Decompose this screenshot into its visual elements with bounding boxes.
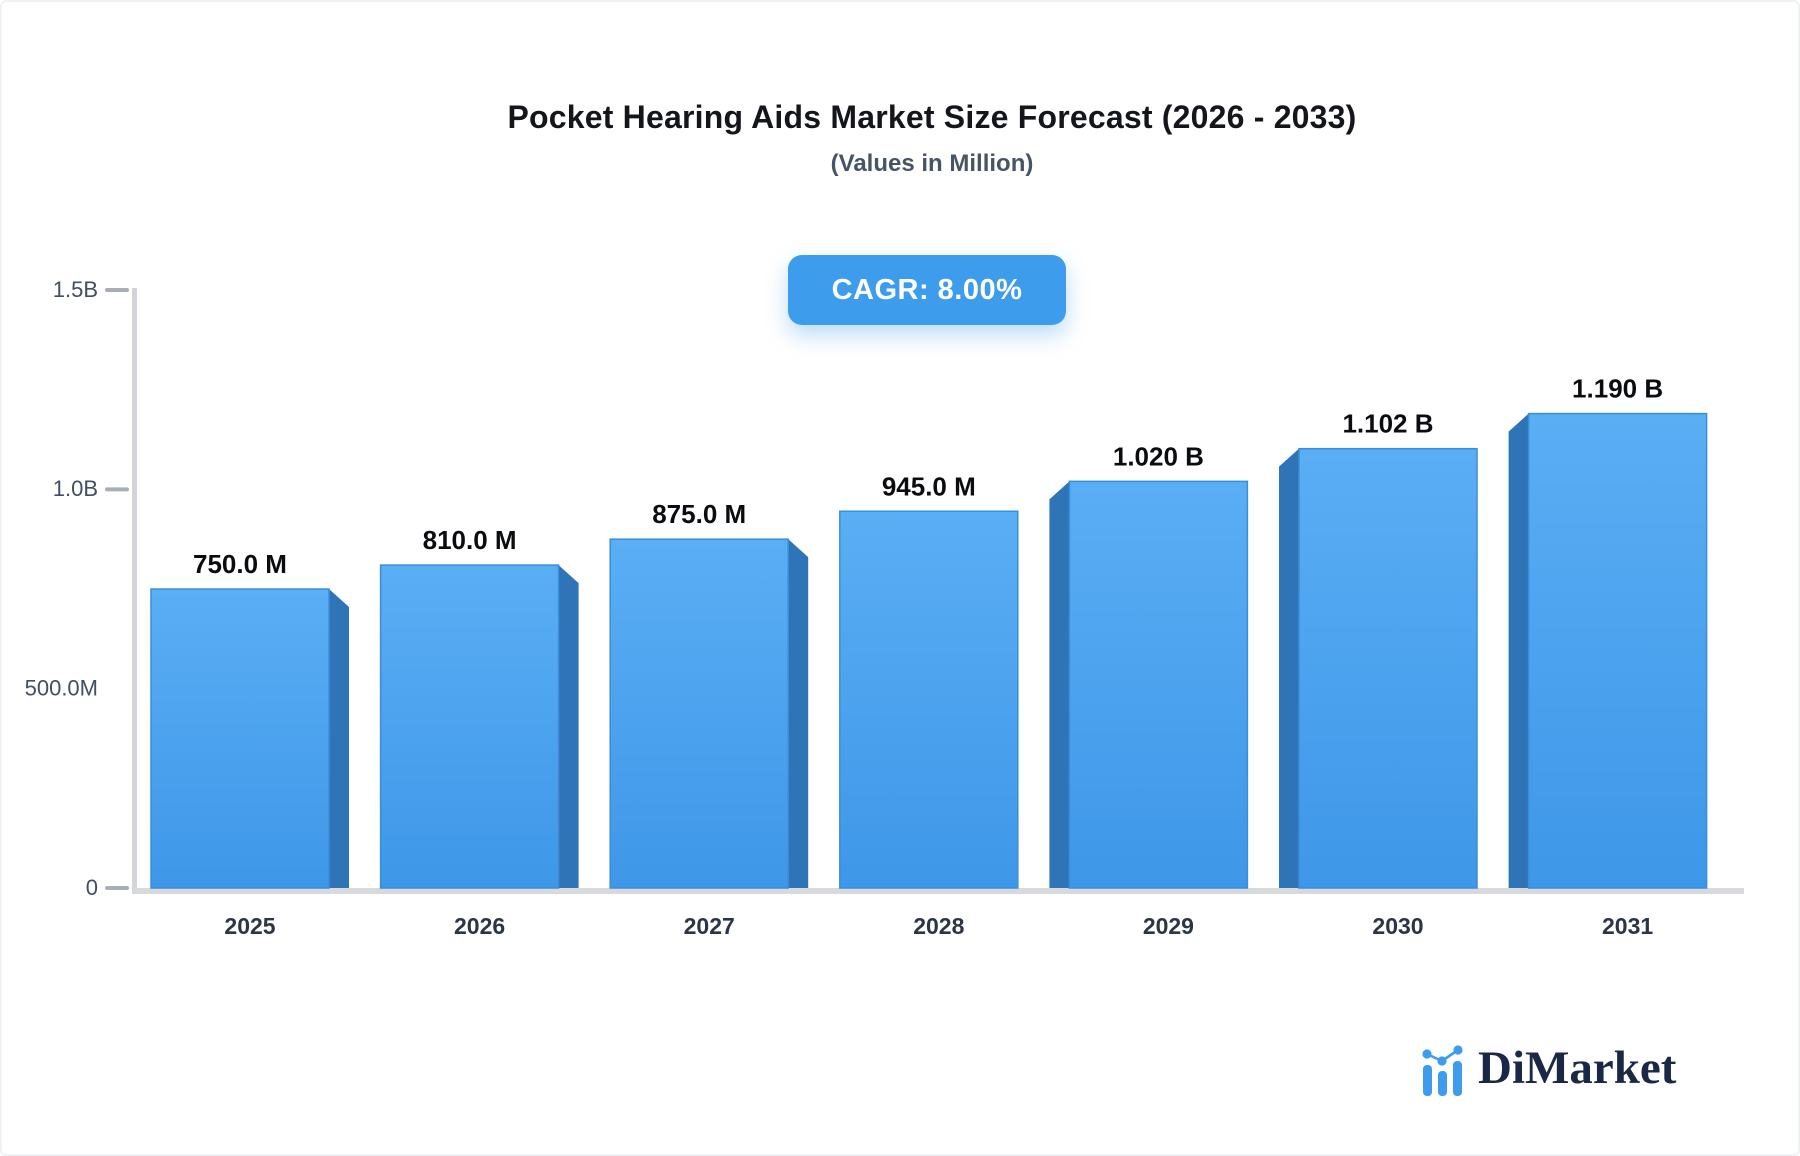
bar-value-label-2031: 1.190 B [1572,374,1663,404]
bar-side-2029 [1049,481,1070,888]
bar-value-label-2030: 1.102 B [1342,409,1433,439]
y-axis-line [132,288,137,888]
x-tick-label-2029: 2029 [1143,913,1194,939]
bar-2026 [379,564,560,889]
y-tick-label: 500.0M [25,675,98,700]
bar-2027 [609,538,789,889]
x-tick-label-2031: 2031 [1602,913,1653,939]
y-tick-label: 1.5B [53,277,98,302]
bar-2028 [839,510,1019,889]
bar-value-label-2026: 810.0 M [423,525,517,555]
x-axis-line [132,888,1744,894]
x-tick-label-2026: 2026 [454,913,505,939]
bar-2031 [1527,412,1708,889]
bar-value-label-2027: 875.0 M [652,499,746,529]
bar-value-label-2025: 750.0 M [193,549,287,579]
y-tick-dash [105,886,129,890]
bar-side-2025 [329,589,349,888]
y-tick-label: 0 [86,875,98,900]
x-tick-label-2025: 2025 [224,913,275,939]
mini-bar-chart-icon [1422,1045,1463,1096]
bar-value-label-2029: 1.020 B [1113,441,1204,471]
cagr-badge: CAGR: 8.00% [788,255,1066,325]
bar-side-2026 [558,565,579,888]
bar-2025 [150,588,330,889]
x-tick-label-2030: 2030 [1372,913,1423,939]
chart-subtitle: (Values in Million) [830,150,1034,177]
y-tick-dash [105,288,129,292]
bar-side-2027 [788,539,809,888]
y-tick-label: 1.0B [53,476,98,501]
bar-side-2030 [1279,448,1299,888]
bar-side-2031 [1508,413,1529,888]
x-tick-label-2027: 2027 [684,913,735,939]
bar-value-label-2028: 945.0 M [882,471,976,501]
bar-2029 [1068,480,1249,889]
bar-2030 [1298,447,1478,889]
y-tick-dash [105,487,129,492]
logo-text: DiMarket [1478,1041,1677,1094]
x-tick-label-2028: 2028 [913,913,964,939]
logo: DiMarket [1420,1040,1676,1100]
chart-title: Pocket Hearing Aids Market Size Forecast… [507,99,1357,135]
